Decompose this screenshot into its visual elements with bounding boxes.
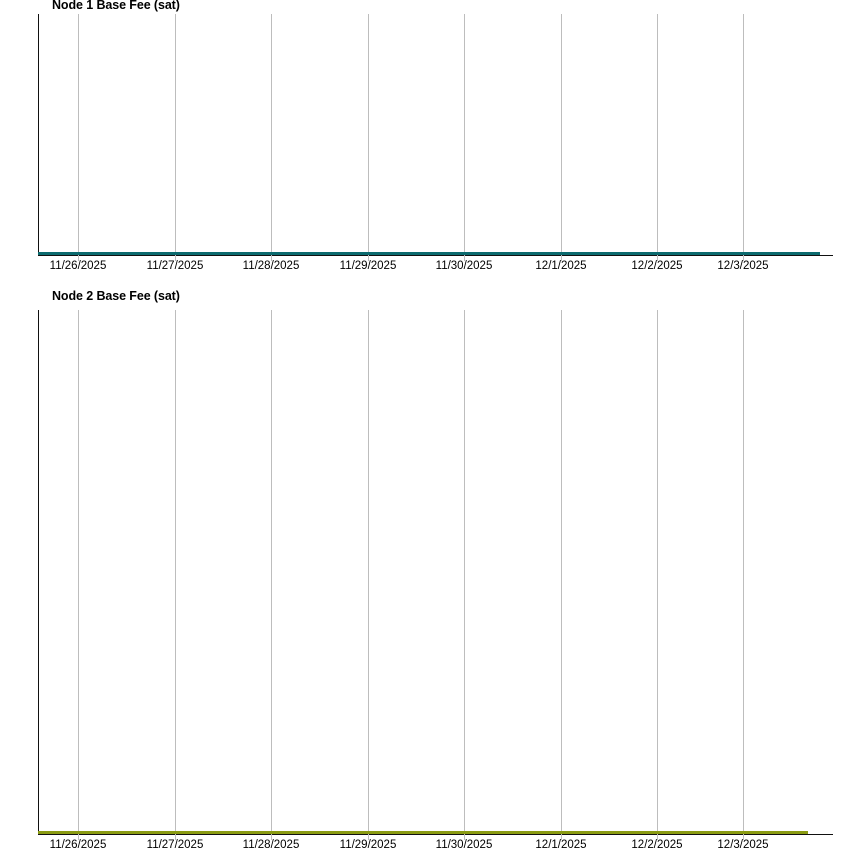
x-tick-label: 12/1/2025 (535, 839, 587, 851)
gridline-6 (561, 14, 562, 261)
x-tick-label: 12/3/2025 (717, 260, 769, 272)
x-tick-label: 12/3/2025 (717, 839, 769, 851)
x-axis-line-node-1 (38, 255, 833, 256)
gridline-8 (743, 14, 744, 261)
gridline-3 (271, 14, 272, 261)
series-line-node-2 (38, 831, 808, 834)
chart-title-node-2: Node 2 Base Fee (sat) (52, 289, 180, 303)
x-tick-label: 11/28/2025 (242, 260, 300, 272)
gridline-4 (368, 14, 369, 261)
x-tick-label: 12/2/2025 (631, 260, 683, 272)
x-tick-labels-node-1: 11/26/2025 11/27/2025 11/28/2025 11/29/2… (38, 259, 833, 275)
x-tick-label: 11/26/2025 (49, 260, 107, 272)
y-axis-line-node-1 (38, 14, 39, 256)
x-tick-label: 11/27/2025 (146, 260, 204, 272)
x-tick-label: 12/1/2025 (535, 260, 587, 272)
gridline-4 (368, 310, 369, 840)
x-axis-line-node-2 (38, 834, 833, 835)
x-tick-label: 11/30/2025 (435, 839, 493, 851)
gridline-2 (175, 310, 176, 840)
gridline-8 (743, 310, 744, 840)
gridline-7 (657, 14, 658, 261)
series-line-node-1 (38, 252, 820, 255)
x-tick-label: 11/29/2025 (339, 260, 397, 272)
gridline-1 (78, 310, 79, 840)
plot-area-node-2 (38, 310, 833, 840)
gridline-6 (561, 310, 562, 840)
chart-panel-node-1: Node 1 Base Fee (sat) 11/26/2025 11/27/2… (0, 0, 860, 290)
x-tick-label: 11/29/2025 (339, 839, 397, 851)
plot-area-node-1 (38, 14, 833, 261)
x-tick-labels-node-2: 11/26/2025 11/27/2025 11/28/2025 11/29/2… (38, 838, 833, 854)
gridline-7 (657, 310, 658, 840)
gridline-5 (464, 310, 465, 840)
gridline-5 (464, 14, 465, 261)
gridline-2 (175, 14, 176, 261)
y-axis-line-node-2 (38, 310, 39, 835)
x-tick-label: 11/30/2025 (435, 260, 493, 272)
x-tick-label: 11/26/2025 (49, 839, 107, 851)
x-tick-label: 12/2/2025 (631, 839, 683, 851)
x-tick-label: 11/27/2025 (146, 839, 204, 851)
x-tick-label: 11/28/2025 (242, 839, 300, 851)
chart-panel-node-2: Node 2 Base Fee (sat) 11/26/2025 11/27/2… (0, 289, 860, 851)
gridline-3 (271, 310, 272, 840)
chart-title-node-1: Node 1 Base Fee (sat) (52, 0, 180, 12)
gridline-1 (78, 14, 79, 261)
